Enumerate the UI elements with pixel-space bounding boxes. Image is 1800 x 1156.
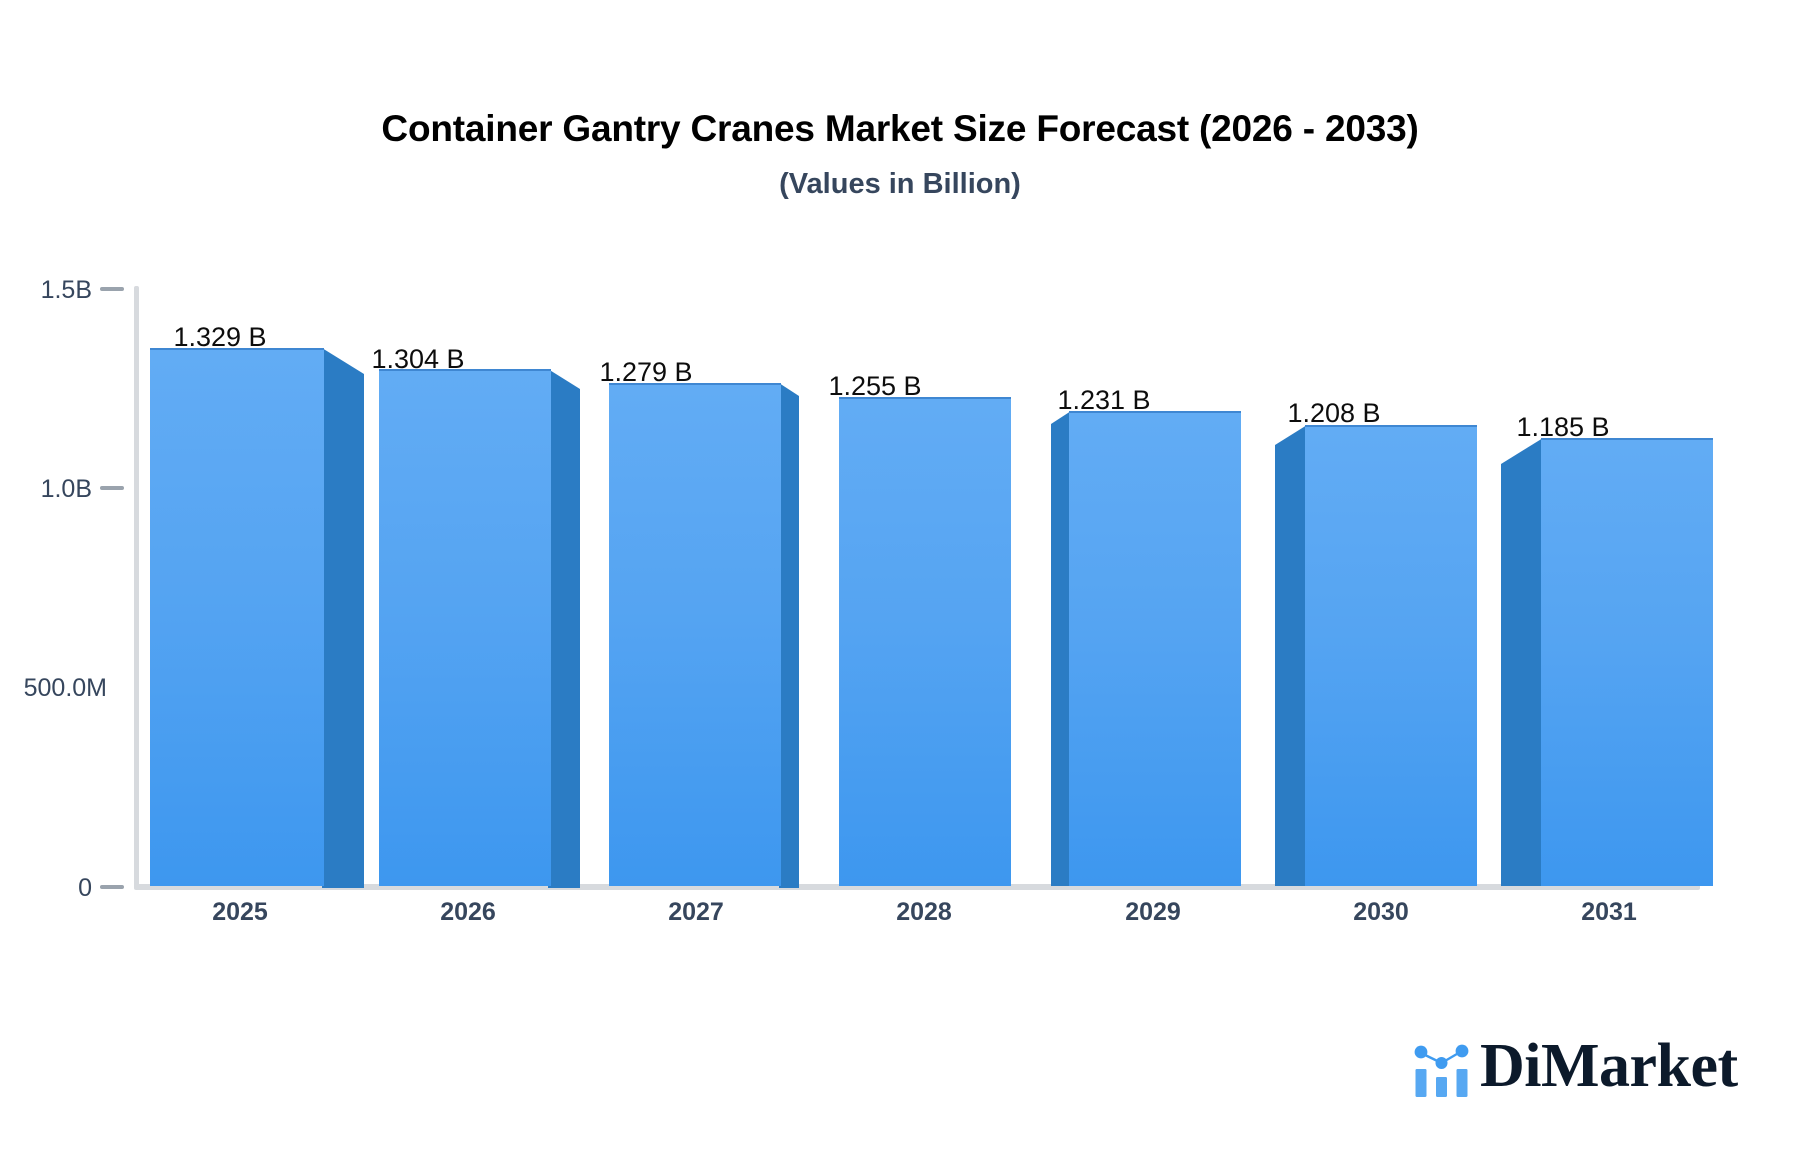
y-axis-label-1500M: 1.5B — [40, 276, 92, 304]
bar-value-label-2025: 1.329 B — [173, 322, 267, 352]
bar-value-label-2028: 1.255 B — [828, 371, 922, 401]
bar-chart-trend-icon — [1414, 1044, 1469, 1097]
y-axis-label-500M: 500.0M — [23, 674, 107, 702]
dimarket-logo: DiMarket — [1412, 1032, 1738, 1104]
x-axis-label-2031: 2031 — [1581, 898, 1637, 926]
bar-side-panel-2030 — [1275, 425, 1307, 886]
bar-value-label-2027: 1.279 B — [599, 357, 693, 387]
y-axis-line — [134, 286, 139, 888]
bar-value-label-2030: 1.208 B — [1287, 398, 1381, 428]
y-axis-label-1000M: 1.0B — [40, 475, 92, 503]
y-tick-mark-1000M — [100, 486, 124, 490]
x-axis-label-2029: 2029 — [1125, 898, 1181, 926]
y-axis-label-0: 0 — [78, 874, 92, 902]
bar-side-panel-2027 — [779, 383, 799, 888]
bar-value-label-2031: 1.185 B — [1516, 412, 1610, 442]
x-axis-label-2030: 2030 — [1353, 898, 1409, 926]
chart-subtitle: (Values in Billion) — [779, 168, 1021, 200]
bar-face-2031[interactable] — [1541, 438, 1713, 886]
bar-face-2029[interactable] — [1069, 411, 1241, 886]
chart-title: Container Gantry Cranes Market Size Fore… — [381, 108, 1419, 149]
x-axis-label-2027: 2027 — [668, 898, 724, 926]
x-axis-line — [134, 884, 1700, 890]
y-tick-mark-0 — [100, 885, 124, 889]
bar-side-panel-2031 — [1501, 438, 1543, 886]
bar-value-label-2029: 1.231 B — [1057, 385, 1151, 415]
x-axis-label-2028: 2028 — [896, 898, 952, 926]
bar-side-panel-2025 — [322, 348, 364, 888]
x-axis-label-2025: 2025 — [212, 898, 268, 926]
y-tick-mark-1500M — [100, 287, 124, 291]
bar-face-2028[interactable] — [839, 397, 1011, 886]
bar-side-panel-2029 — [1051, 411, 1071, 886]
bar-face-2030[interactable] — [1305, 425, 1477, 886]
x-axis-label-2026: 2026 — [440, 898, 496, 926]
bar-face-2026[interactable] — [379, 369, 551, 886]
bar-face-2027[interactable] — [609, 383, 781, 886]
bar-side-panel-2026 — [548, 369, 580, 888]
bar-face-2025[interactable] — [150, 348, 324, 886]
logo-wordmark: DiMarket — [1480, 1032, 1738, 1100]
